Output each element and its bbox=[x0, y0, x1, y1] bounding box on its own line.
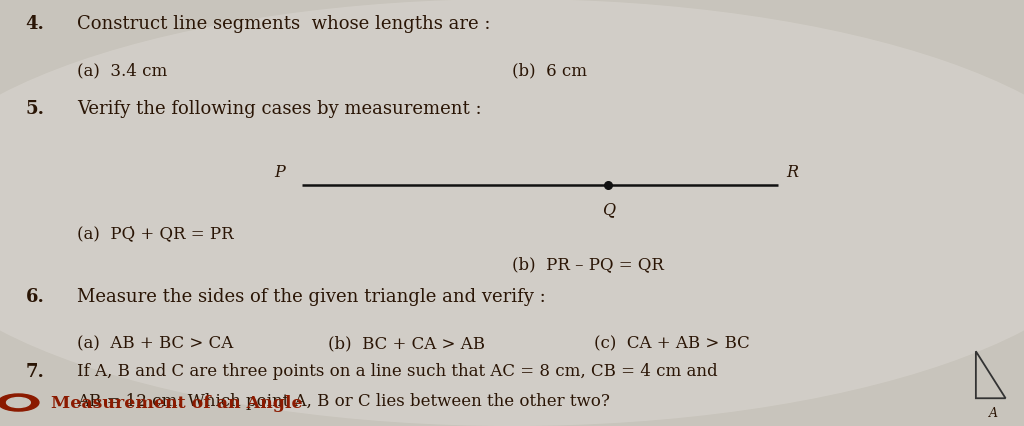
Text: (b)  BC + CA > AB: (b) BC + CA > AB bbox=[328, 334, 484, 351]
Circle shape bbox=[0, 394, 39, 411]
Text: P: P bbox=[274, 164, 285, 181]
Text: 4.: 4. bbox=[26, 15, 44, 33]
Text: (b)  6 cm: (b) 6 cm bbox=[512, 62, 587, 79]
Text: (c)  CA + AB > BC: (c) CA + AB > BC bbox=[594, 334, 750, 351]
Text: Construct line segments  whose lengths are :: Construct line segments whose lengths ar… bbox=[77, 15, 490, 33]
Text: (b)  PR – PQ = QR: (b) PR – PQ = QR bbox=[512, 256, 664, 273]
Circle shape bbox=[6, 397, 31, 408]
Text: (a)  AB + BC > CA: (a) AB + BC > CA bbox=[77, 334, 233, 351]
Text: 5.: 5. bbox=[26, 100, 45, 118]
Text: Q: Q bbox=[602, 200, 614, 217]
Text: Measure the sides of the given triangle and verify :: Measure the sides of the given triangle … bbox=[77, 288, 546, 305]
Text: A: A bbox=[989, 406, 997, 418]
Text: 6.: 6. bbox=[26, 288, 44, 305]
Text: Measurement of an Angle: Measurement of an Angle bbox=[51, 394, 303, 411]
Text: (a)  PQ̇ + QR = PR: (a) PQ̇ + QR = PR bbox=[77, 226, 233, 243]
Text: If A, B and C are three points on a line such that AC = 8 cm, CB = 4 cm and: If A, B and C are three points on a line… bbox=[77, 362, 718, 379]
Text: Verify the following cases by measurement :: Verify the following cases by measuremen… bbox=[77, 100, 481, 118]
Text: 7.: 7. bbox=[26, 362, 44, 380]
Text: R: R bbox=[786, 164, 799, 181]
Text: (a)  3.4 cm: (a) 3.4 cm bbox=[77, 62, 167, 79]
Text: AB = 12 cm. Which point A, B or C lies between the other two?: AB = 12 cm. Which point A, B or C lies b… bbox=[77, 392, 609, 409]
